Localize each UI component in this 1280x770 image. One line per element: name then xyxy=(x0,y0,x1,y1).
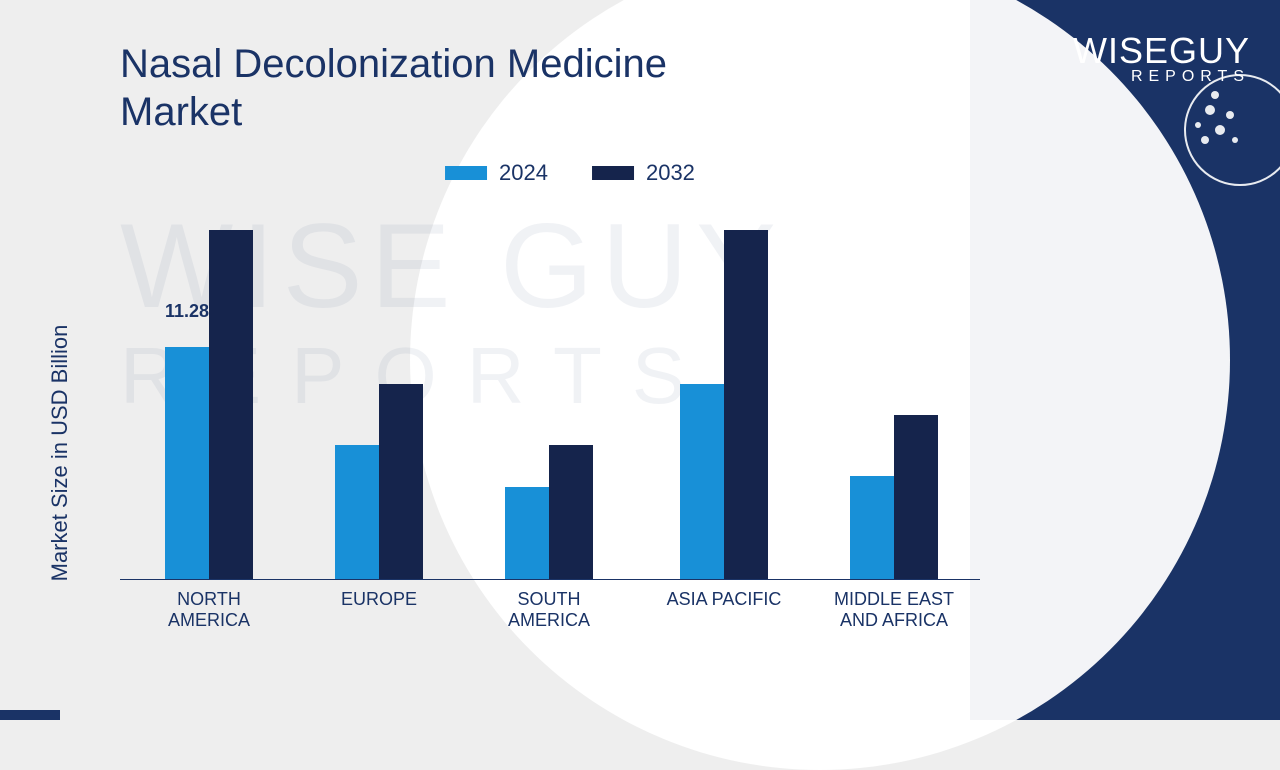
bottom-accent xyxy=(0,710,60,720)
x-axis-label: ASIA PACIFIC xyxy=(654,589,794,610)
x-axis-label: NORTH AMERICA xyxy=(139,589,279,631)
bar-group: EUROPE xyxy=(335,384,423,579)
legend-swatch xyxy=(592,166,634,180)
legend-item: 2024 xyxy=(445,160,548,186)
plot-area: NORTH AMERICA EUROPE SOUTH AMERICA ASIA PAC… xyxy=(120,210,980,580)
x-axis-label: MIDDLE EAST AND AFRICA xyxy=(824,589,964,631)
x-axis-label: EUROPE xyxy=(309,589,449,610)
legend-item: 2032 xyxy=(592,160,695,186)
bar-group: MIDDLE EAST AND AFRICA xyxy=(850,415,938,579)
legend-swatch xyxy=(445,166,487,180)
brand-logo: WISEGUY REPORTS xyxy=(1073,30,1250,86)
bar xyxy=(165,347,209,579)
value-label: 11.28 xyxy=(165,301,209,322)
bar xyxy=(549,445,593,579)
legend-label: 2024 xyxy=(499,160,548,186)
bar-group: NORTH AMERICA xyxy=(165,230,253,579)
bar xyxy=(850,476,894,579)
logo-main-text: WISEGUY xyxy=(1073,30,1250,72)
bar xyxy=(335,445,379,579)
bar-group: SOUTH AMERICA xyxy=(505,445,593,579)
legend: 2024 2032 xyxy=(445,160,695,186)
bar xyxy=(379,384,423,579)
chart-area: Market Size in USD Billion 2024 2032 NOR… xyxy=(60,160,980,720)
y-axis-label: Market Size in USD Billion xyxy=(47,325,73,582)
bar xyxy=(724,230,768,579)
bar xyxy=(505,487,549,580)
chart-title: Nasal Decolonization Medicine Market xyxy=(120,40,760,136)
legend-label: 2032 xyxy=(646,160,695,186)
bar xyxy=(894,415,938,579)
bar xyxy=(209,230,253,579)
bar-group: ASIA PACIFIC xyxy=(680,230,768,579)
bar xyxy=(680,384,724,579)
x-axis-label: SOUTH AMERICA xyxy=(479,589,619,631)
